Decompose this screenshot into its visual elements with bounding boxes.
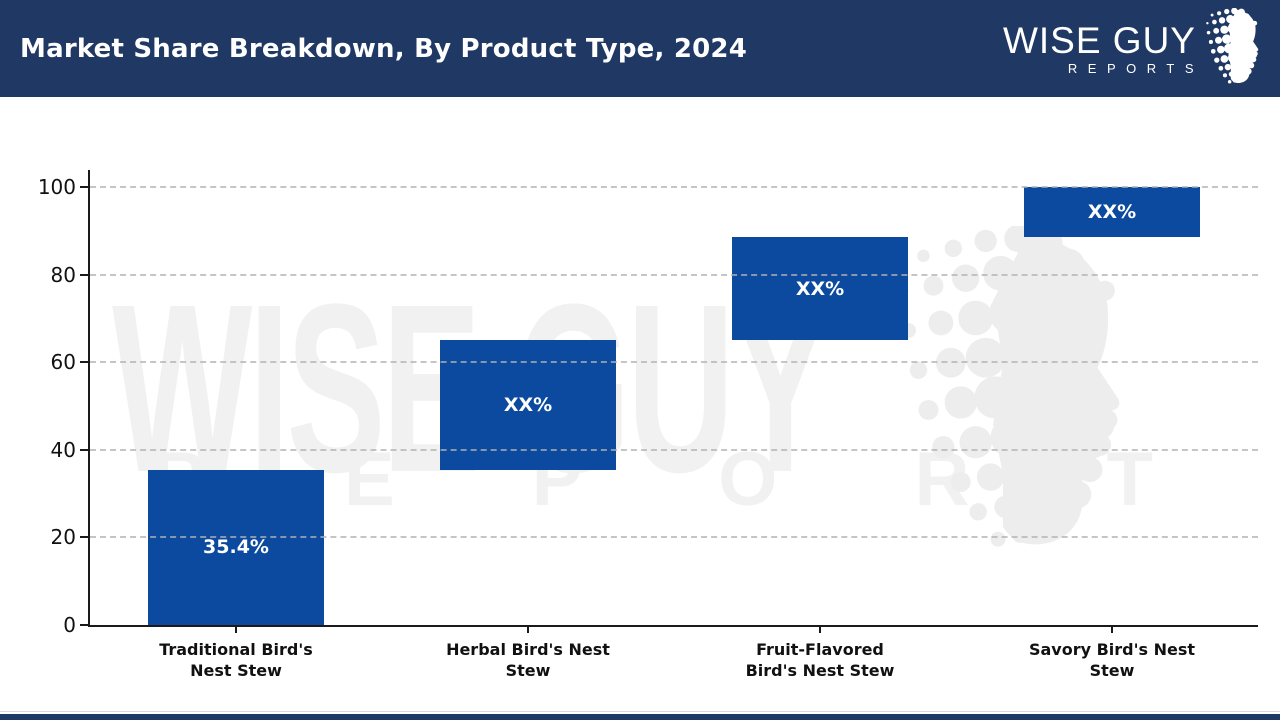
x-category-label-line: Stew bbox=[505, 661, 551, 680]
footer-bar bbox=[0, 714, 1280, 720]
x-category-label: Herbal Bird's Nest Stew bbox=[382, 639, 674, 681]
bar-value-label: 35.4% bbox=[203, 536, 269, 559]
wiseguy-head-icon bbox=[1202, 8, 1262, 90]
gridline-y20 bbox=[90, 536, 1258, 539]
y-axis-tick bbox=[80, 536, 89, 539]
x-axis-tick bbox=[1111, 625, 1113, 633]
x-category-label-line: Bird's Nest Stew bbox=[745, 661, 895, 680]
x-axis-tick bbox=[527, 625, 529, 633]
bar-segment: XX% bbox=[1024, 187, 1200, 238]
gridline-y80 bbox=[90, 273, 1258, 276]
gridline-y60 bbox=[90, 361, 1258, 364]
header: Market Share Breakdown, By Product Type,… bbox=[0, 0, 1280, 97]
x-axis-tick bbox=[235, 625, 237, 633]
y-axis-tick bbox=[80, 624, 89, 626]
x-category-label-line: Fruit-Flavored bbox=[756, 640, 884, 659]
y-tick-label: 0 bbox=[63, 613, 76, 637]
logo-subtitle: REPORTS bbox=[1067, 61, 1204, 76]
bar-value-label: XX% bbox=[795, 277, 845, 300]
y-tick-label: 100 bbox=[37, 175, 76, 199]
y-axis-tick bbox=[80, 448, 89, 451]
x-axis-tick bbox=[819, 625, 821, 633]
y-axis-tick bbox=[80, 361, 89, 364]
y-axis-tick bbox=[80, 186, 89, 188]
logo-text: WISE GUY REPORTS bbox=[1003, 22, 1196, 75]
y-tick-label: 60 bbox=[50, 350, 76, 375]
plot-area: 0 20 40 60 80 100 35.4% Traditional Bird's Nest … bbox=[38, 170, 1258, 680]
x-category-label-line: Savory Bird's Nest bbox=[1028, 640, 1196, 659]
bar-value-label: XX% bbox=[503, 394, 553, 417]
y-tick-label: 80 bbox=[50, 262, 76, 287]
x-category-label-line: Stew bbox=[1089, 661, 1135, 680]
wiseguy-logo: WISE GUY REPORTS bbox=[1003, 8, 1262, 90]
bar-segment: 35.4% bbox=[148, 469, 324, 625]
bottom-hairline bbox=[0, 711, 1280, 712]
logo-wordmark: WISE GUY bbox=[1002, 20, 1196, 61]
y-tick-label: 40 bbox=[50, 437, 76, 462]
gridline-y40 bbox=[90, 448, 1258, 451]
page-title: Market Share Breakdown, By Product Type,… bbox=[20, 33, 747, 64]
bar-segment: XX% bbox=[732, 237, 908, 341]
x-category-label-line: Herbal Bird's Nest bbox=[446, 640, 610, 659]
bar-value-label: XX% bbox=[1087, 201, 1137, 224]
x-category-label: Savory Bird's Nest Stew bbox=[966, 639, 1258, 681]
x-category-label-line: Nest Stew bbox=[190, 661, 282, 680]
gridline-y100 bbox=[90, 186, 1258, 188]
y-axis-tick bbox=[80, 273, 89, 276]
x-category-label: Fruit-Flavored Bird's Nest Stew bbox=[674, 639, 966, 681]
x-category-label-line: Traditional Bird's bbox=[159, 640, 313, 659]
x-category-label: Traditional Bird's Nest Stew bbox=[90, 639, 382, 681]
y-tick-label: 20 bbox=[50, 525, 76, 550]
